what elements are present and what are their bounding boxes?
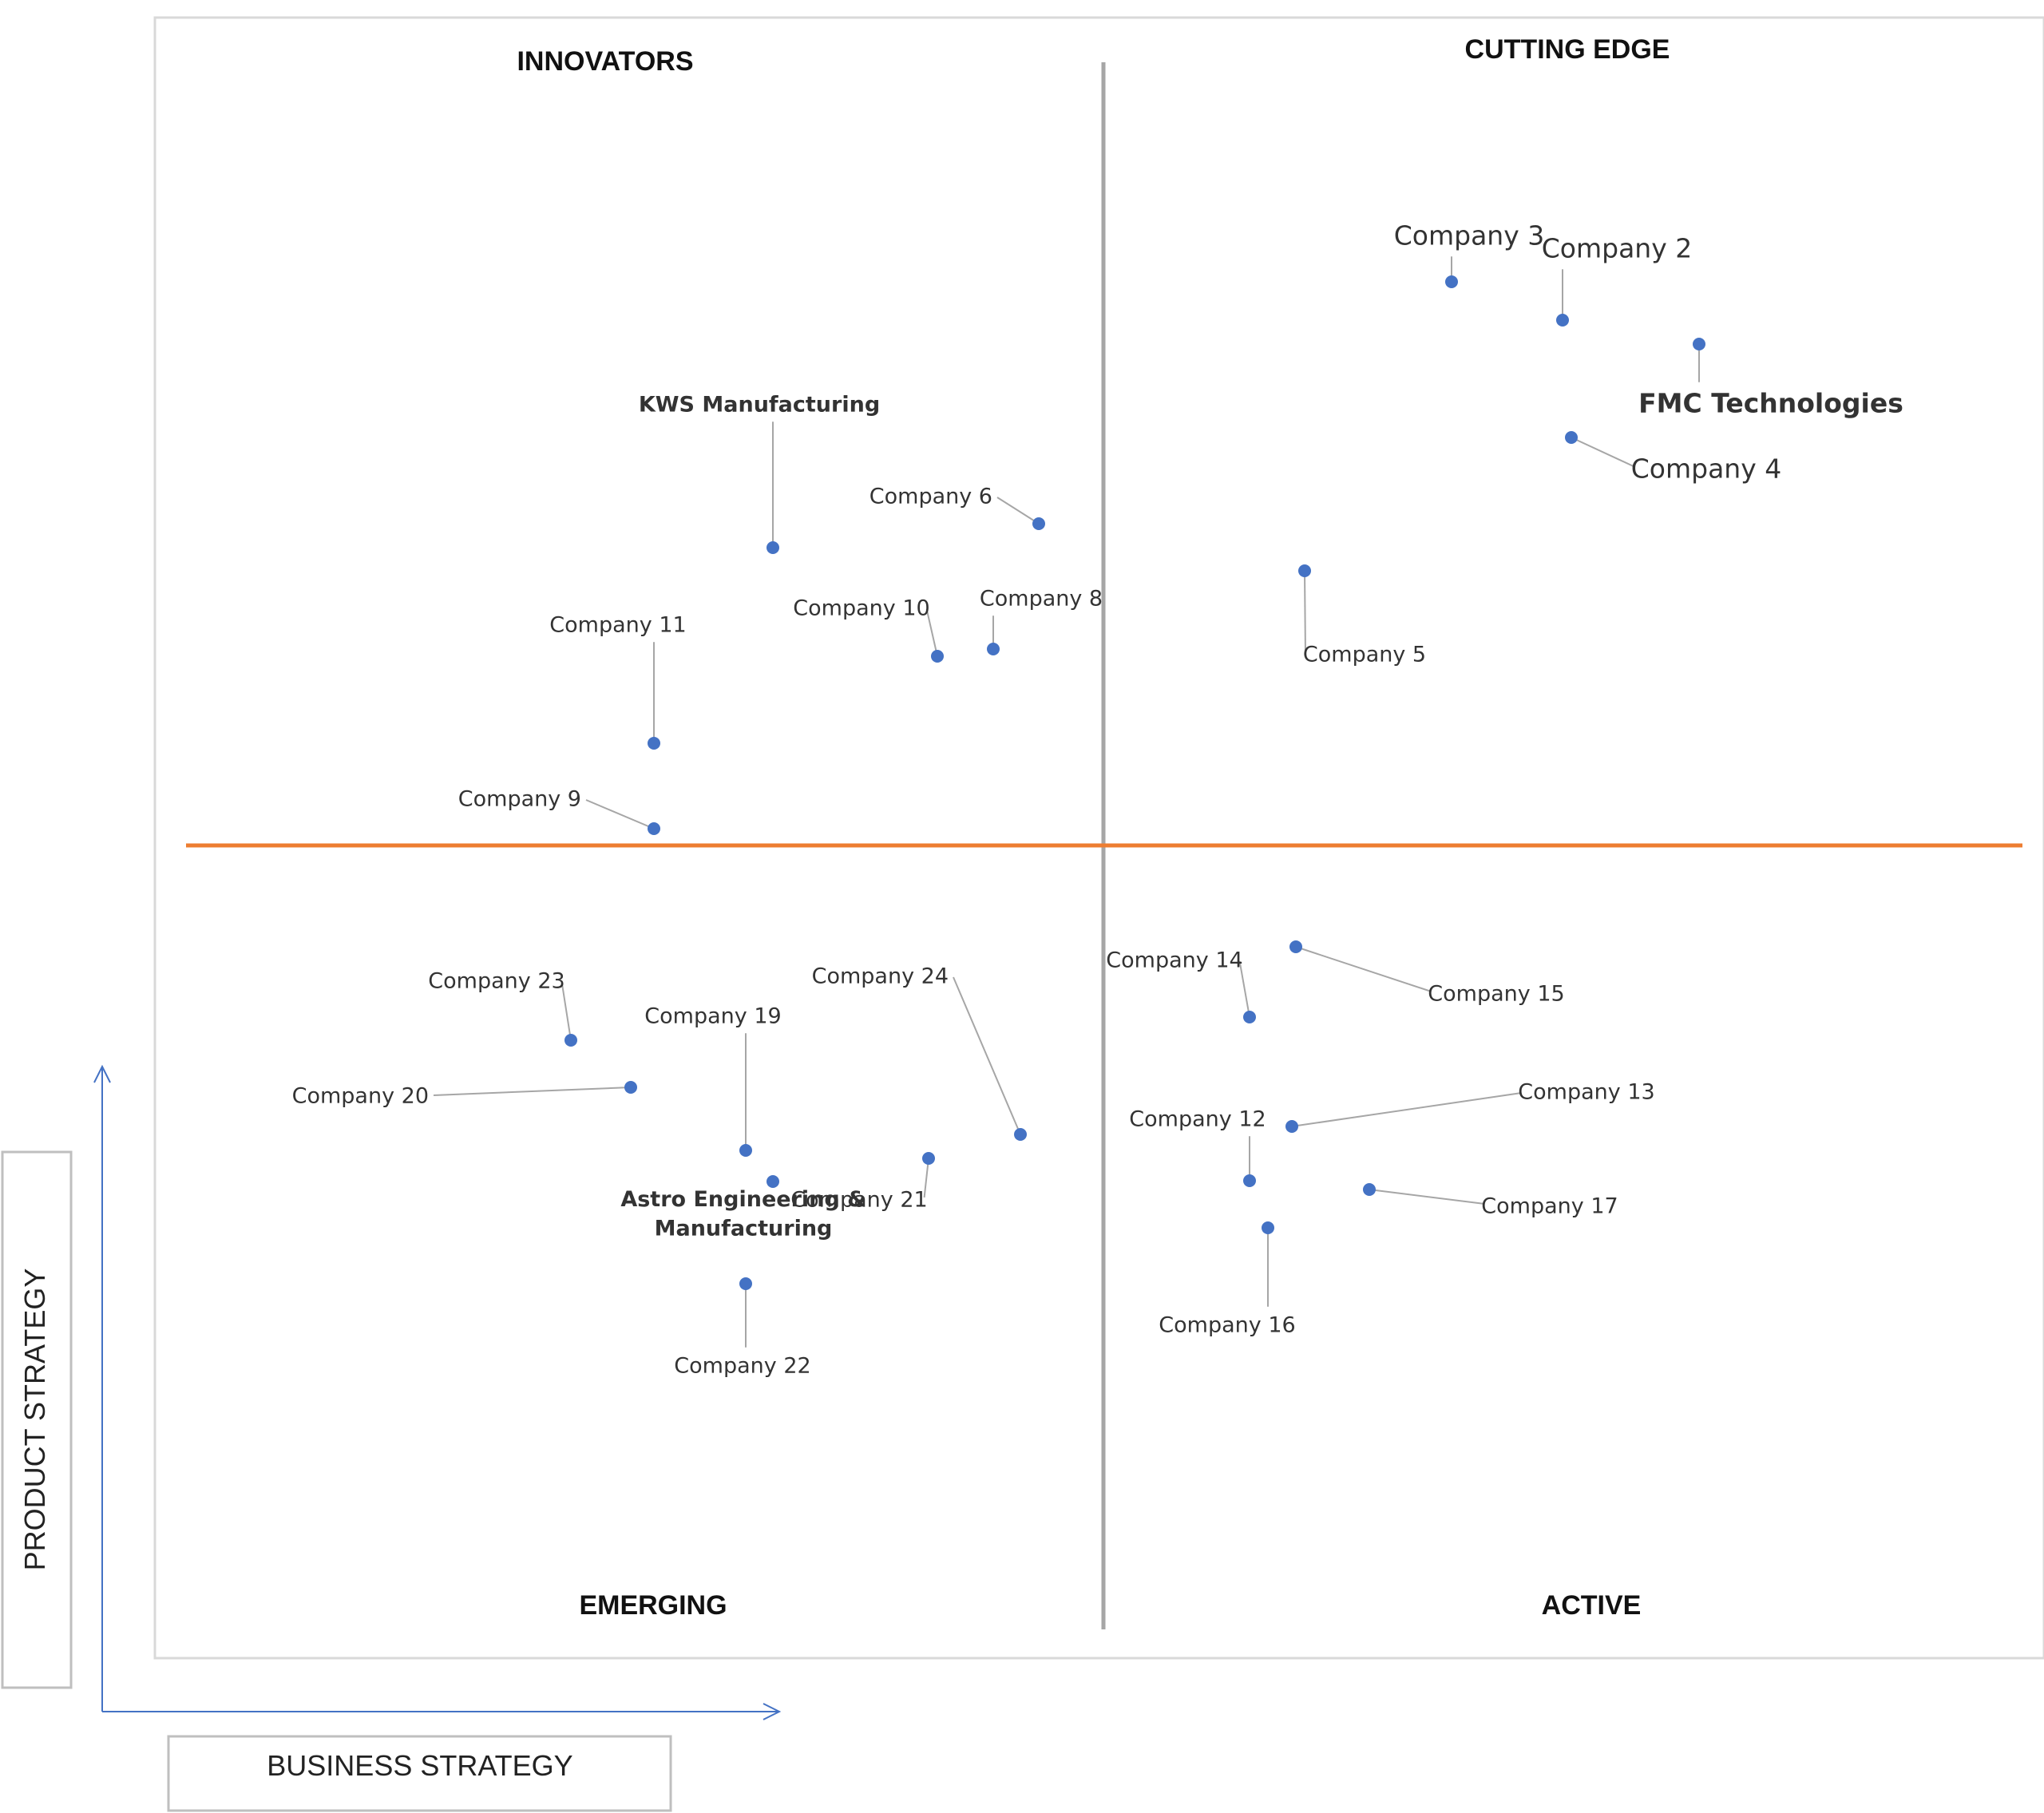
data-point-fmc-technologies — [1693, 338, 1705, 350]
data-label-astro-engineering-and-manufacturing: Astro Engineering & Manufacturing — [620, 1187, 866, 1241]
data-point-company-8 — [987, 643, 1000, 655]
data-point-company-16 — [1262, 1221, 1274, 1234]
data-point-company-20 — [624, 1081, 637, 1094]
data-label-kws-manufacturing: KWS Manufacturing — [639, 392, 880, 417]
data-point-company-2 — [1556, 314, 1569, 327]
leader-line-company-20 — [433, 1087, 632, 1096]
data-points — [564, 275, 1705, 1290]
data-point-company-17 — [1363, 1183, 1376, 1196]
data-label-company-3: Company 3 — [1394, 220, 1544, 251]
leader-line-company-21 — [923, 1158, 929, 1198]
y-axis-label: PRODUCT STRATEGY — [18, 1269, 51, 1571]
leader-line-company-15 — [1295, 946, 1432, 992]
data-label-company-10: Company 10 — [793, 596, 929, 620]
leader-line-company-4 — [1571, 437, 1636, 468]
leader-line-company-6 — [996, 497, 1040, 525]
data-point-company-3 — [1445, 275, 1458, 288]
data-point-company-11 — [648, 737, 660, 750]
data-point-company-5 — [1298, 564, 1311, 577]
data-label-company-24: Company 24 — [812, 964, 949, 988]
data-label-fmc-technologies: FMC Technologies — [1638, 388, 1903, 419]
data-point-company-22 — [739, 1277, 752, 1290]
quadrant-label-bottom-right: ACTIVE — [1542, 1590, 1642, 1621]
data-point-company-23 — [564, 1034, 577, 1047]
data-label-company-11: Company 11 — [549, 612, 686, 637]
data-label-company-17: Company 17 — [1481, 1193, 1618, 1218]
data-label-company-20: Company 20 — [292, 1083, 429, 1108]
data-point-company-19 — [739, 1144, 752, 1157]
leader-line-company-13 — [1291, 1092, 1522, 1127]
data-label-company-14: Company 14 — [1106, 948, 1242, 972]
data-label-line: Astro Engineering & — [620, 1187, 866, 1212]
data-point-kws-manufacturing — [766, 541, 779, 554]
data-point-company-13 — [1285, 1120, 1298, 1133]
leader-line-company-17 — [1369, 1189, 1485, 1205]
data-point-company-9 — [648, 822, 660, 835]
data-label-company-21: Company 21 — [790, 1187, 927, 1212]
x-axis-label: BUSINESS STRATEGY — [267, 1749, 572, 1782]
data-point-company-4 — [1565, 431, 1578, 444]
data-label-company-22: Company 22 — [674, 1353, 810, 1378]
y-axis-label-box — [1, 1150, 73, 1689]
data-label-company-5: Company 5 — [1303, 642, 1426, 667]
plot-frame — [153, 16, 2044, 1660]
x-axis-arrowhead — [763, 1703, 782, 1720]
data-label-company-12: Company 12 — [1129, 1106, 1266, 1131]
data-label-line: Manufacturing — [655, 1217, 833, 1241]
data-label-company-23: Company 23 — [428, 968, 564, 993]
data-point-company-12 — [1243, 1174, 1256, 1187]
data-point-company-6 — [1032, 517, 1045, 530]
quadrant-label-top-left: INNOVATORS — [517, 46, 693, 77]
data-point-company-24 — [1014, 1128, 1027, 1141]
leader-line-company-9 — [585, 799, 655, 829]
x-axis-label-box — [167, 1735, 672, 1812]
y-axis-arrowhead — [93, 1064, 111, 1083]
leader-line-company-10 — [925, 608, 938, 657]
quadrant-label-bottom-left: EMERGING — [579, 1590, 727, 1621]
data-label-company-13: Company 13 — [1518, 1079, 1654, 1104]
data-point-company-21 — [922, 1152, 935, 1165]
data-label-company-6: Company 6 — [869, 484, 992, 509]
leader-line-company-23 — [561, 981, 572, 1041]
data-label-company-16: Company 16 — [1159, 1312, 1295, 1337]
quadrant-label-top-right: CUTTING EDGE — [1465, 34, 1670, 65]
leader-line-company-14 — [1238, 960, 1250, 1018]
data-label-company-8: Company 8 — [980, 586, 1103, 611]
data-label-company-2: Company 2 — [1542, 233, 1692, 264]
data-label-company-9: Company 9 — [458, 786, 581, 811]
data-label-company-15: Company 15 — [1428, 981, 1564, 1006]
data-label-company-19: Company 19 — [644, 1003, 781, 1028]
data-label-company-4: Company 4 — [1631, 453, 1781, 485]
data-point-company-15 — [1289, 940, 1302, 953]
leader-line-company-24 — [953, 976, 1021, 1135]
leader-lines — [433, 256, 1700, 1348]
data-point-astro-engineering-and-manufacturing — [766, 1175, 779, 1188]
data-point-company-14 — [1243, 1011, 1256, 1023]
data-point-company-10 — [931, 650, 944, 663]
